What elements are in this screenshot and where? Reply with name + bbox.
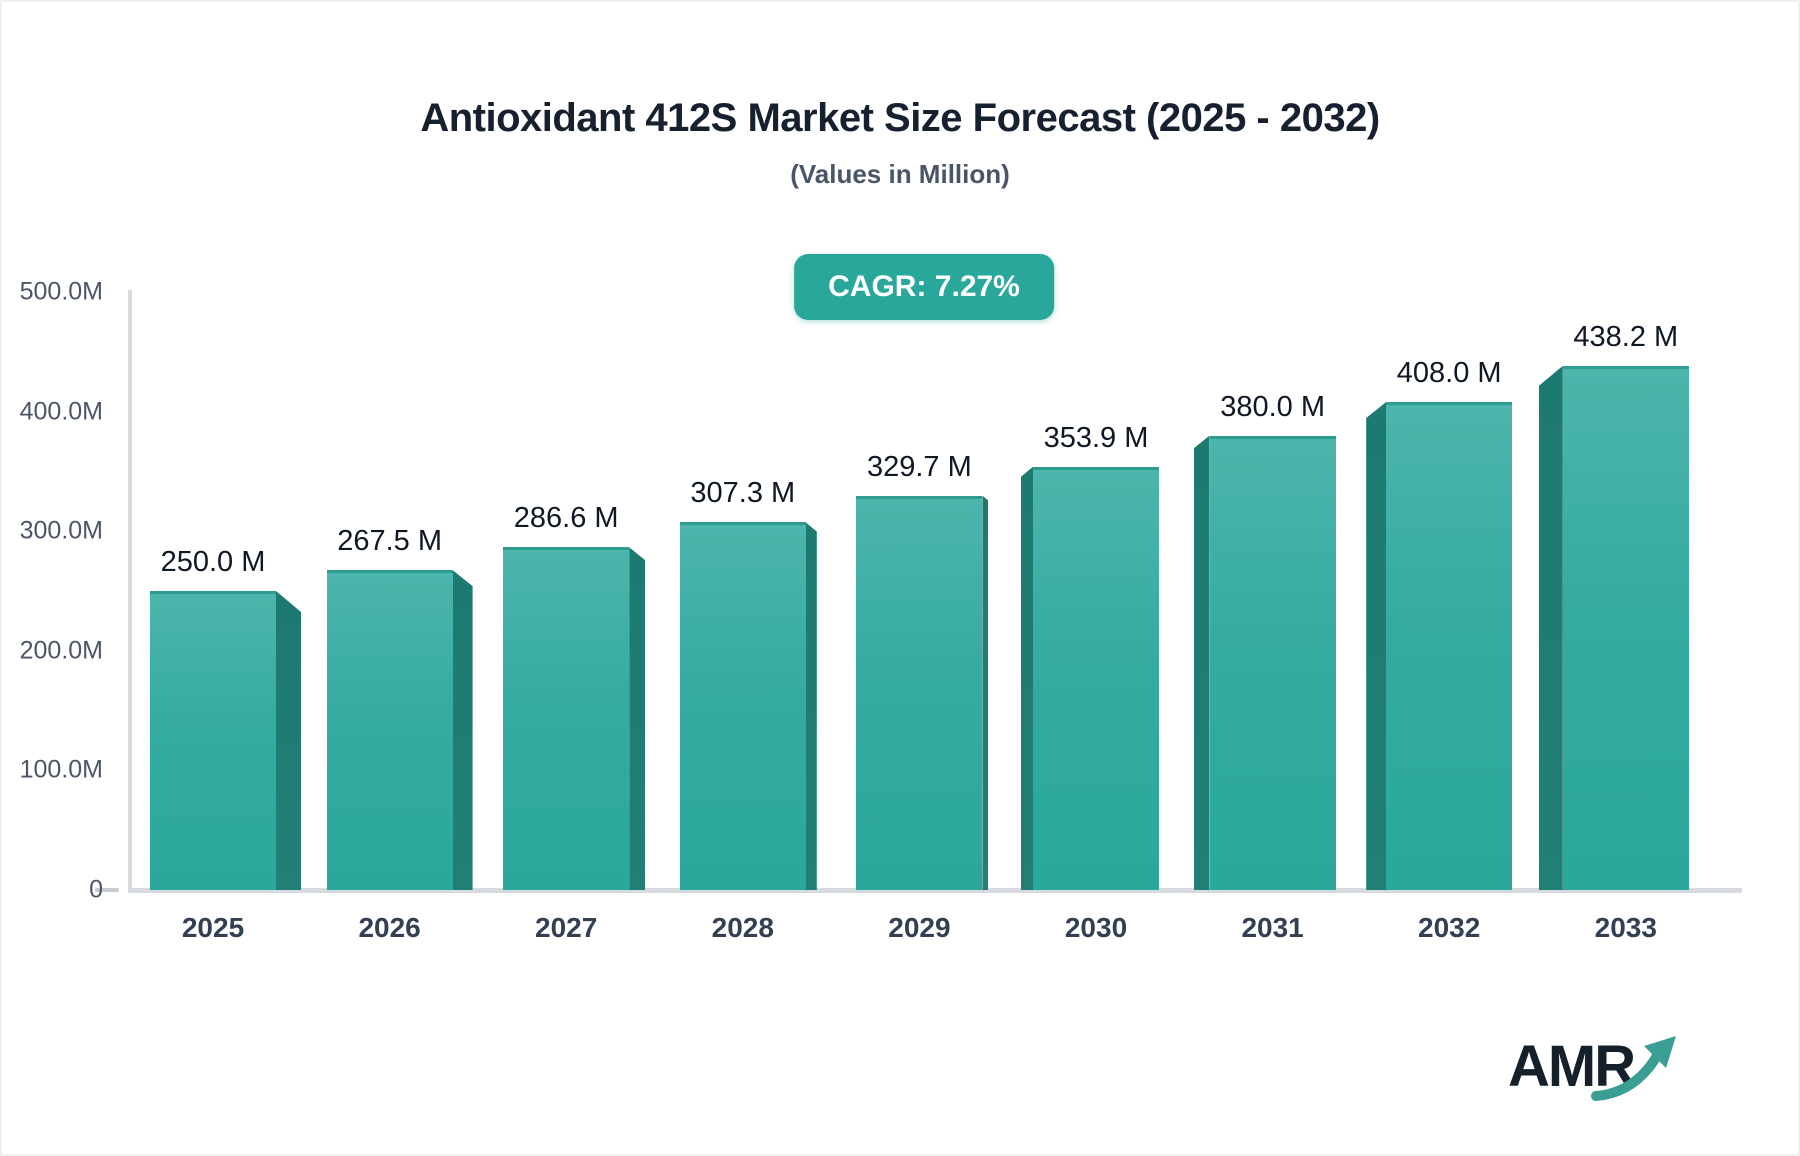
bar-front-face <box>1562 365 1689 890</box>
bar-value-label: 380.0 M <box>1220 390 1325 423</box>
x-axis-label-2028: 2028 <box>711 911 774 943</box>
y-axis-line <box>128 290 132 890</box>
logo-arrow-curve <box>1591 1049 1663 1101</box>
bar-column-2029: 329.7 M 2029 <box>856 451 989 943</box>
logo-arrow-head <box>1644 1036 1676 1068</box>
zero-tick-mark <box>95 888 119 892</box>
bar-value-label: 307.3 M <box>690 477 796 510</box>
chart-subtitle: (Values in Million) <box>790 159 1010 189</box>
bar-column-2031: 380.0 M 2031 <box>1193 391 1336 943</box>
bar-side-face <box>629 547 646 890</box>
bar-front-face <box>679 522 806 890</box>
chart-title: Antioxidant 412S Market Size Forecast (2… <box>420 96 1380 140</box>
x-axis-label-2027: 2027 <box>535 911 598 943</box>
bar-front-face <box>1033 466 1159 890</box>
bar-front-face <box>856 495 983 890</box>
bar-value-label: 353.9 M <box>1043 421 1149 454</box>
bar-value-label: 329.7 M <box>866 450 972 483</box>
bar-front-face <box>1386 402 1513 890</box>
bar-front-face <box>326 570 453 890</box>
x-axis-label-2029: 2029 <box>888 911 951 943</box>
bar-value-label: 267.5 M <box>337 525 442 558</box>
x-axis-label-2026: 2026 <box>358 911 421 943</box>
chart-header: Antioxidant 412S Market Size Forecast (2… <box>0 96 1800 190</box>
bar-value-label: 438.2 M <box>1573 320 1679 353</box>
cagr-badge: CAGR: 7.27% <box>794 254 1054 320</box>
bar-column-2028: 307.3 M 2028 <box>679 477 817 943</box>
amr-logo: AMR <box>1508 1034 1676 1101</box>
bar-front-face <box>503 547 630 890</box>
bar-front-face <box>1209 435 1336 890</box>
bar-side-face <box>982 495 989 890</box>
y-axis-tick-label: 0 <box>89 875 103 904</box>
bar-column-2025: 250.0 M 2025 <box>150 546 301 943</box>
bar-side-face <box>1193 435 1210 890</box>
bar-side-face <box>805 522 817 890</box>
bar-column-2032: 408.0 M 2032 <box>1366 357 1513 943</box>
bar-column-2027: 286.6 M 2027 <box>503 502 646 943</box>
bar-side-face <box>452 570 473 890</box>
y-axis-tick-label: 400.0M <box>19 397 103 426</box>
x-axis-label-2031: 2031 <box>1241 911 1304 943</box>
x-axis-label-2033: 2033 <box>1594 911 1657 943</box>
x-axis-label-2032: 2032 <box>1418 911 1481 943</box>
x-axis-label-2025: 2025 <box>181 912 245 943</box>
y-axis-tick-label: 500.0M <box>19 277 103 306</box>
y-axis-tick-label: 300.0M <box>19 516 103 545</box>
y-axis-tick-label: 100.0M <box>19 755 103 784</box>
bar-side-face <box>1366 402 1387 890</box>
y-axis-tick-label: 200.0M <box>19 636 103 665</box>
x-axis-baseline <box>128 888 1742 893</box>
bar-value-label: 286.6 M <box>513 502 619 535</box>
bar-side-face <box>1021 466 1033 890</box>
bar-column-2030: 353.9 M 2030 <box>1021 422 1159 943</box>
bar-front-face <box>150 591 276 890</box>
cagr-badge-label: CAGR: 7.27% <box>828 270 1020 303</box>
bar-column-2033: 438.2 M 2033 <box>1538 321 1689 943</box>
bar-value-label: 408.0 M <box>1396 357 1502 390</box>
x-axis-label-2030: 2030 <box>1064 911 1128 943</box>
bar-column-2026: 267.5 M 2026 <box>326 525 473 943</box>
bar-side-face <box>276 591 301 890</box>
bar-side-face <box>1538 365 1563 890</box>
bar-value-label: 250.0 M <box>160 546 266 578</box>
